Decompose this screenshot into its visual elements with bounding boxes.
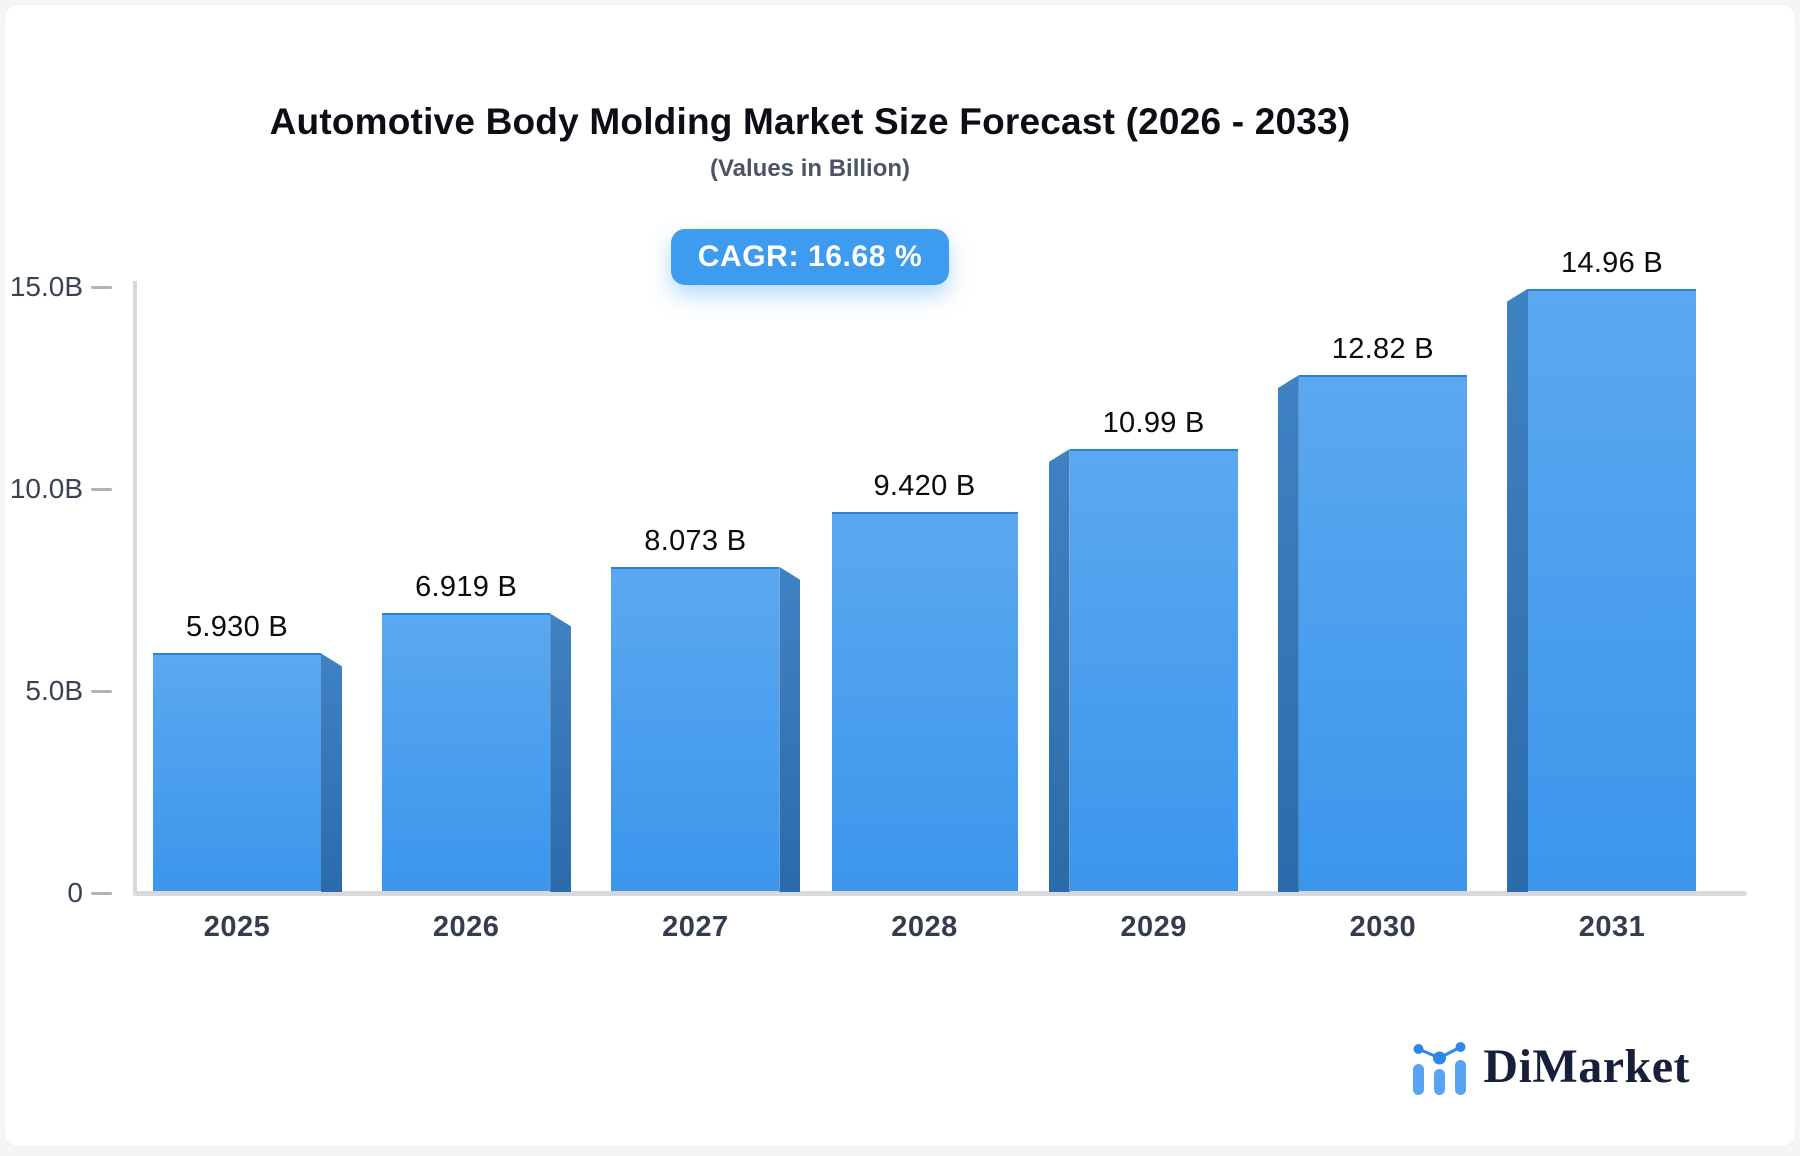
bar-value-label: 9.420 B (873, 470, 976, 503)
x-axis-label: 2029 (1120, 911, 1187, 943)
bar (1298, 375, 1467, 891)
cagr-badge-row: CAGR: 16.68 % (5, 229, 1615, 285)
cagr-badge: CAGR: 16.68 % (670, 229, 950, 285)
bar (1528, 288, 1697, 891)
bar-side-face (1048, 449, 1070, 892)
chart-title: Automotive Body Molding Market Size Fore… (269, 101, 1351, 142)
brand-name: DiMarket (1483, 1040, 1690, 1093)
y-tick-dash (91, 891, 112, 895)
y-axis-line (133, 281, 137, 895)
x-axis-label: 2026 (432, 911, 500, 943)
y-tick-label: 5.0B (25, 675, 83, 706)
bar-side-face (550, 613, 572, 892)
bar-value-label: 5.930 B (185, 611, 289, 644)
bar (611, 566, 780, 891)
chart-card: Automotive Body Molding Market Size Fore… (4, 4, 1796, 1147)
bar (831, 512, 1018, 891)
x-axis-line (133, 891, 1747, 896)
bar-value-label: 8.073 B (644, 524, 747, 557)
bar-side-face (1507, 288, 1529, 892)
x-axis-label: 2031 (1578, 911, 1646, 943)
bar-side-face (321, 653, 342, 892)
chart-subtitle: (Values in Billion) (709, 155, 911, 182)
bar-value-label: 6.919 B (415, 571, 518, 604)
bar-chart-logo-icon (1413, 1042, 1467, 1095)
x-axis-label: 2025 (203, 911, 271, 943)
y-tick-label: 0 (67, 877, 83, 908)
bar (382, 613, 551, 891)
y-tick-dash (91, 689, 112, 693)
y-tick-label: 10.0B (9, 473, 83, 504)
bar-chart: 0 5.0B 10.0B 15.0B 5.930 B 6.919 B 8.073 B 9.4… (5, 5, 1795, 1146)
x-axis-label: 2028 (891, 911, 958, 943)
y-tick-dash (91, 487, 112, 491)
x-axis-label: 2030 (1349, 911, 1417, 943)
bar-value-label: 10.99 B (1102, 407, 1205, 439)
y-tick-dash (91, 285, 112, 289)
bar-side-face (779, 566, 801, 892)
bar (153, 653, 321, 891)
bar-value-label: 14.96 B (1560, 246, 1664, 279)
brand-logo: DiMarket (1410, 1037, 1690, 1097)
bar-value-label: 12.82 B (1331, 333, 1434, 366)
y-tick-label: 15.0B (9, 271, 83, 302)
x-axis-label: 2027 (662, 911, 729, 943)
bar-side-face (1277, 375, 1299, 892)
bar (1069, 449, 1238, 891)
